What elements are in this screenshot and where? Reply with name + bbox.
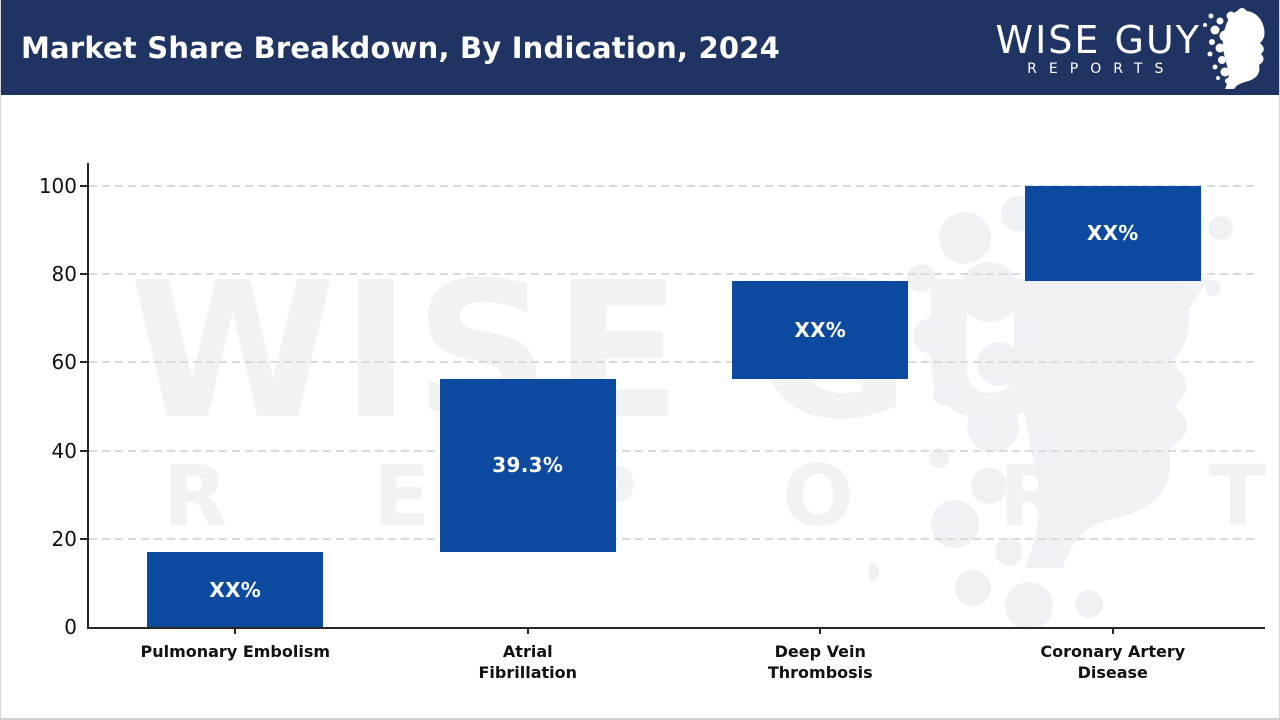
bar-value-label-2: 39.3%	[492, 453, 564, 478]
x-axis-label-1: Pulmonary Embolism	[140, 642, 331, 661]
x-tick-mark-4	[1111, 627, 1114, 634]
brand-subname: REPORTS	[1027, 61, 1176, 78]
y-tick-label-100: 100	[38, 174, 77, 198]
gridline-80	[89, 273, 1259, 276]
x-axis-label-3: Deep Vein Thrombosis	[767, 642, 873, 683]
y-tick-label-40: 40	[51, 438, 77, 463]
gridline-100	[89, 185, 1259, 187]
brand-logo: WISE GUY REPORTS	[996, 8, 1273, 90]
gridline-40	[89, 449, 1259, 452]
y-tick-mark-20	[80, 537, 87, 540]
bar-value-label-1: XX%	[209, 577, 262, 602]
y-tick-mark-60	[80, 361, 87, 364]
y-tick-mark-100	[80, 185, 87, 187]
y-tick-label-0: 0	[64, 615, 77, 639]
gridline-60	[89, 361, 1259, 364]
x-axis-line	[87, 627, 1265, 629]
page-title: Market Share Breakdown, By Indication, 2…	[21, 30, 780, 65]
bar-3: XX%	[732, 280, 909, 379]
bar-4: XX%	[1024, 186, 1201, 281]
x-axis-label-2: Atrial Fibrillation	[478, 642, 578, 683]
y-tick-label-60: 60	[51, 350, 77, 375]
x-tick-mark-1	[234, 627, 237, 634]
plot-area: 0 20 40 60 80 100 XX% Pulmonary Embolism 39.3% At…	[39, 163, 1265, 682]
x-axis-label-4: Coronary Artery Disease	[1040, 642, 1186, 683]
head-profile-icon	[1203, 8, 1265, 89]
bar-1: XX%	[147, 552, 324, 627]
y-axis-line	[87, 163, 89, 627]
header: Market Share Breakdown, By Indication, 2…	[1, 0, 1279, 95]
brand-logo-text: WISE GUY REPORTS	[995, 17, 1201, 78]
x-tick-mark-3	[819, 627, 822, 634]
gridline-20	[89, 537, 1259, 540]
brand-name: WISE GUY	[995, 17, 1201, 62]
y-tick-mark-40	[80, 449, 87, 452]
y-tick-label-80: 80	[51, 262, 77, 287]
bar-2: 39.3%	[439, 378, 616, 553]
bar-value-label-3: XX%	[794, 317, 847, 342]
y-tick-mark-80	[80, 273, 87, 276]
bar-value-label-4: XX%	[1086, 221, 1139, 246]
y-tick-label-20: 20	[51, 526, 77, 551]
x-tick-mark-2	[526, 627, 529, 634]
